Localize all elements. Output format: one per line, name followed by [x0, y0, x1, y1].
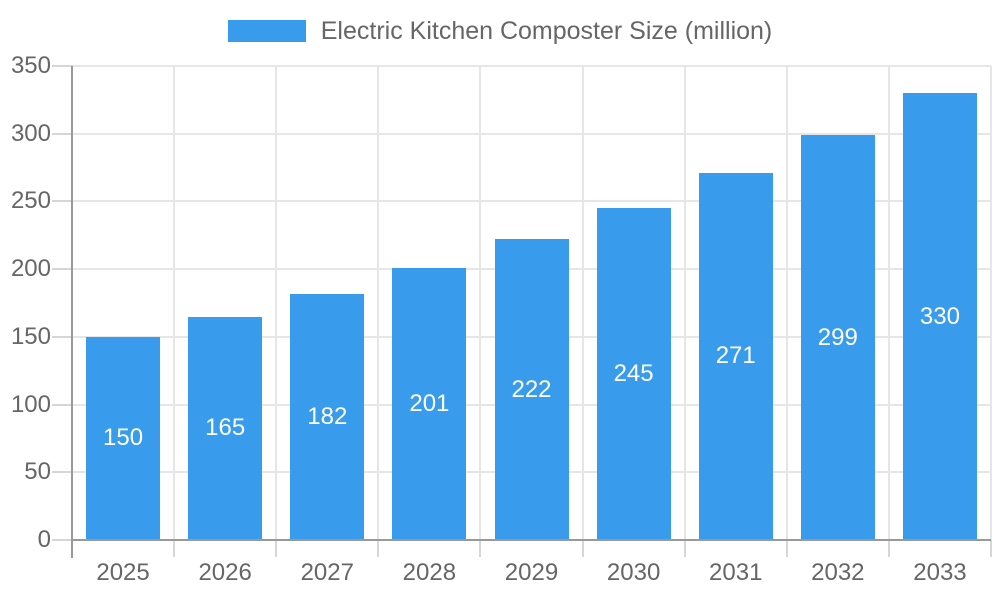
y-axis-tick [52, 335, 72, 338]
bar-2032[interactable] [800, 135, 875, 540]
x-axis-tick [479, 540, 482, 557]
x-tick-label: 2028 [402, 559, 457, 586]
x-axis-tick [377, 540, 380, 557]
bar-2030[interactable] [596, 208, 671, 540]
x-grid-line [377, 66, 380, 540]
y-grid-line [72, 200, 991, 203]
bar-2026[interactable] [188, 316, 263, 540]
x-tick-label: 2025 [96, 559, 150, 586]
bar-2029[interactable] [494, 239, 569, 540]
y-axis-tick [52, 539, 72, 541]
y-tick-label: 0 [37, 526, 51, 553]
x-axis-tick [581, 540, 584, 557]
y-axis-line [71, 66, 73, 558]
x-tick-label: 2032 [811, 559, 865, 586]
x-axis-tick [887, 540, 890, 557]
x-tick-label: 2033 [913, 559, 967, 586]
y-axis-tick [52, 403, 72, 406]
bar-2028[interactable] [392, 267, 467, 540]
x-grid-line [275, 66, 278, 540]
x-axis-tick [275, 540, 278, 557]
y-tick-label: 50 [24, 458, 51, 486]
legend-item[interactable]: Electric Kitchen Composter Size (million… [0, 16, 1000, 46]
x-axis-tick [173, 540, 176, 557]
x-axis-tick [683, 540, 686, 557]
x-grid-line [887, 66, 890, 540]
x-grid-line [173, 66, 176, 540]
x-grid-line [785, 66, 788, 540]
y-tick-label: 250 [10, 187, 51, 215]
x-axis-tick [785, 540, 788, 557]
y-tick-label: 150 [10, 322, 51, 350]
y-axis-tick [52, 132, 72, 135]
x-tick-label: 2027 [300, 559, 354, 586]
x-grid-line [479, 66, 482, 540]
x-axis-line [72, 539, 991, 541]
y-axis-tick [52, 268, 72, 271]
y-grid-line [72, 132, 991, 135]
x-tick-label: 2031 [709, 559, 763, 586]
x-tick-label: 2029 [504, 559, 559, 586]
bar-2033[interactable] [902, 93, 977, 540]
x-grid-line [683, 66, 686, 540]
x-tick-label: 2026 [198, 559, 252, 586]
x-grid-line [581, 66, 584, 540]
x-tick-label: 2030 [606, 559, 661, 586]
legend-swatch [227, 20, 306, 42]
y-tick-label: 200 [10, 255, 51, 283]
y-tick-label: 350 [10, 52, 51, 79]
y-tick-label: 100 [10, 390, 51, 418]
legend-label: Electric Kitchen Composter Size (million… [320, 17, 773, 45]
y-axis-tick [52, 471, 72, 474]
x-grid-line [990, 66, 992, 540]
bar-2027[interactable] [290, 293, 365, 540]
y-tick-label: 300 [10, 119, 51, 147]
x-axis-tick [990, 540, 992, 557]
bar-2031[interactable] [698, 172, 773, 540]
y-axis-tick [52, 200, 72, 203]
y-grid-line [72, 65, 991, 67]
bar-2025[interactable] [86, 336, 161, 540]
y-axis-tick [52, 65, 72, 67]
